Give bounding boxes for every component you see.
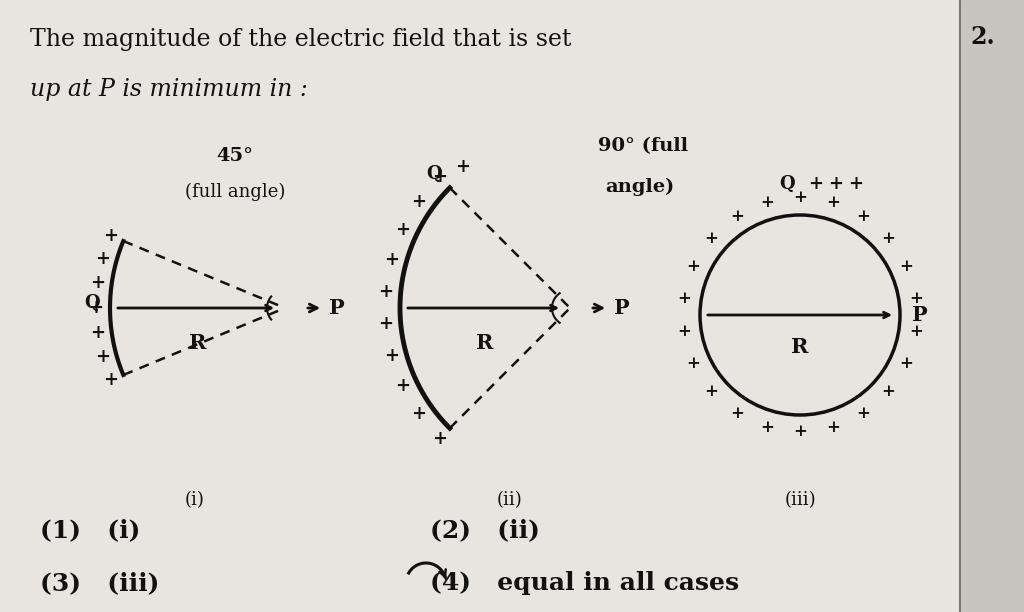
Text: +: + (378, 283, 393, 301)
Text: +: + (432, 168, 446, 186)
Text: R: R (188, 333, 206, 353)
Text: +: + (730, 208, 743, 225)
Text: +: + (411, 405, 426, 423)
Text: +: + (899, 355, 913, 372)
Text: Q: Q (426, 165, 441, 183)
Text: +: + (687, 258, 700, 275)
Text: +: + (455, 158, 470, 176)
Text: (1)   (i): (1) (i) (40, 518, 140, 542)
Text: +: + (856, 208, 870, 225)
Text: P: P (329, 298, 345, 318)
Text: +: + (384, 347, 398, 365)
Text: 90° (full: 90° (full (598, 137, 688, 155)
Text: P: P (614, 298, 630, 318)
Text: +: + (826, 419, 840, 436)
Text: +: + (395, 377, 410, 395)
Text: +: + (95, 250, 110, 268)
Text: P: P (912, 305, 928, 325)
Text: +: + (730, 405, 743, 422)
Text: (2)   (ii): (2) (ii) (430, 518, 540, 542)
Text: +: + (90, 274, 105, 293)
Text: +: + (760, 194, 774, 211)
Text: +: + (90, 324, 105, 341)
Text: +: + (95, 348, 110, 366)
Text: (ii): (ii) (497, 491, 523, 509)
Text: angle): angle) (605, 178, 674, 196)
Text: (i): (i) (185, 491, 205, 509)
Text: +: + (899, 258, 913, 275)
Text: (3)   (iii): (3) (iii) (40, 571, 160, 595)
Text: +: + (411, 193, 426, 211)
Text: +: + (808, 175, 823, 193)
Text: up at P is minimum in :: up at P is minimum in : (30, 78, 308, 101)
Text: +: + (705, 230, 719, 247)
Text: +: + (102, 226, 118, 245)
Text: +: + (882, 230, 895, 247)
Text: +: + (102, 371, 118, 389)
Text: +: + (909, 290, 923, 307)
Text: 45°: 45° (216, 147, 254, 165)
Text: Q: Q (84, 294, 99, 312)
Text: +: + (828, 175, 843, 193)
Text: +: + (760, 419, 774, 436)
Text: +: + (432, 430, 446, 448)
Text: +: + (687, 355, 700, 372)
Text: Q: Q (779, 175, 795, 193)
Text: (4)   equal in all cases: (4) equal in all cases (430, 571, 739, 595)
Text: +: + (384, 251, 398, 269)
Text: (iii): (iii) (784, 491, 816, 509)
Text: +: + (882, 383, 895, 400)
Text: +: + (395, 221, 410, 239)
Text: +: + (909, 323, 923, 340)
Text: +: + (848, 175, 863, 193)
Text: The magnitude of the electric field that is set: The magnitude of the electric field that… (30, 28, 571, 51)
Text: +: + (793, 190, 807, 206)
Text: 2.: 2. (971, 25, 995, 49)
Text: +: + (677, 323, 691, 340)
Text: +: + (677, 290, 691, 307)
Text: +: + (88, 299, 103, 317)
Text: +: + (856, 405, 870, 422)
Text: R: R (792, 337, 809, 357)
Text: +: + (826, 194, 840, 211)
Text: +: + (705, 383, 719, 400)
Text: +: + (378, 315, 393, 333)
Text: (full angle): (full angle) (184, 183, 286, 201)
Text: +: + (793, 424, 807, 441)
Text: R: R (476, 333, 494, 353)
